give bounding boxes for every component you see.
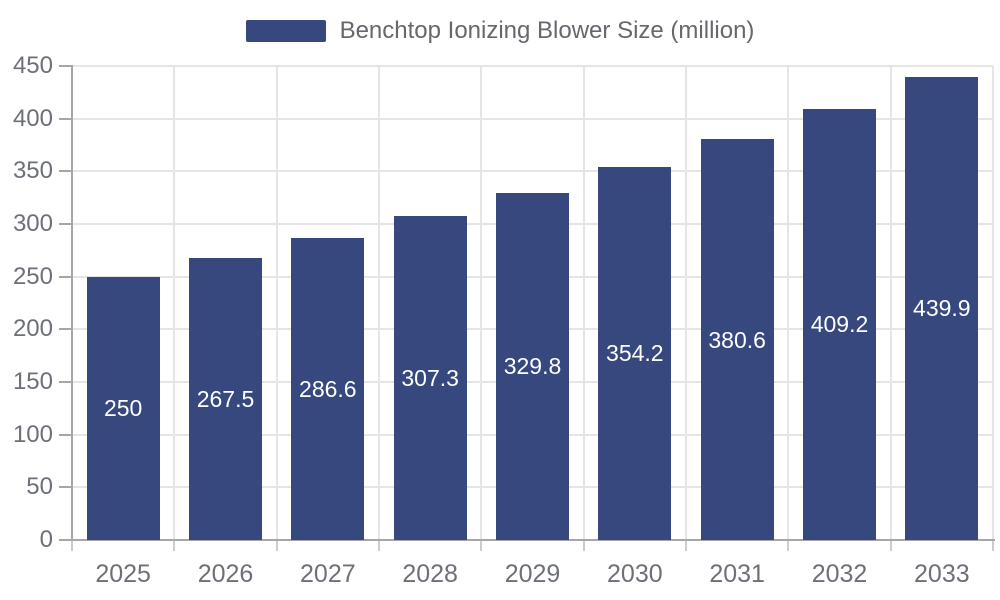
bar-2032[interactable] <box>803 108 876 540</box>
x-axis-tick <box>275 541 278 551</box>
bar-value-label: 329.8 <box>503 353 562 380</box>
bar-value-label: 439.9 <box>913 295 971 322</box>
x-axis-tick <box>889 541 892 551</box>
y-tick-label: 450 <box>12 52 53 79</box>
y-axis-tick <box>59 223 72 225</box>
x-tick-label: 2033 <box>914 560 970 588</box>
bar-2027[interactable] <box>291 238 365 540</box>
y-axis-tick <box>59 275 72 278</box>
y-tick-label: 250 <box>12 262 53 290</box>
gridline-vertical <box>992 66 994 540</box>
x-axis-tick <box>71 541 73 551</box>
y-axis-tick <box>59 117 72 120</box>
gridline-horizontal <box>72 117 993 120</box>
bar-value-label: 286.6 <box>299 376 357 403</box>
x-tick-label: 2026 <box>197 560 254 588</box>
y-axis-tick <box>59 381 72 383</box>
y-axis-tick <box>59 328 72 331</box>
x-axis-line <box>71 539 995 541</box>
x-tick-label: 2030 <box>607 560 663 588</box>
bar-2033[interactable] <box>905 76 979 540</box>
bar-2030[interactable] <box>598 166 672 540</box>
y-tick-label: 300 <box>12 210 53 237</box>
x-axis-tick <box>582 541 585 551</box>
bar-2031[interactable] <box>700 139 774 540</box>
x-axis-tick <box>378 541 380 551</box>
y-tick-label: 200 <box>12 315 53 343</box>
y-tick-label: 350 <box>12 157 53 185</box>
y-axis-tick <box>59 433 72 436</box>
x-axis-tick <box>992 541 994 551</box>
x-tick-label: 2031 <box>709 560 765 588</box>
x-tick-label: 2025 <box>95 560 151 588</box>
bar-2025[interactable] <box>86 276 160 540</box>
x-tick-label: 2027 <box>300 560 356 588</box>
gridline-vertical <box>889 66 892 540</box>
y-axis-tick <box>59 170 72 173</box>
gridline-vertical <box>582 66 585 540</box>
bar-value-label: 409.2 <box>810 311 869 338</box>
bar-value-label: 380.6 <box>708 326 766 353</box>
legend-swatch <box>245 20 326 42</box>
y-tick-label: 100 <box>12 420 53 448</box>
x-axis-tick <box>787 541 790 551</box>
bar-value-label: 267.5 <box>196 386 255 413</box>
x-axis-tick <box>685 541 687 551</box>
bar-value-label: 307.3 <box>401 365 459 392</box>
legend-label: Benchtop Ionizing Blower Size (million) <box>339 17 755 44</box>
gridline-vertical <box>787 66 790 540</box>
y-tick-label: 50 <box>26 473 53 501</box>
gridline-vertical <box>275 66 278 540</box>
y-axis-tick <box>59 539 72 541</box>
y-axis-tick <box>59 65 72 67</box>
gridline-horizontal <box>72 170 993 173</box>
y-tick-label: 0 <box>39 526 53 553</box>
legend[interactable]: Benchtop Ionizing Blower Size (million) <box>0 18 1000 44</box>
x-axis-tick <box>480 541 483 551</box>
bar-2028[interactable] <box>393 216 467 540</box>
bar-value-label: 354.2 <box>606 340 664 367</box>
gridline-vertical <box>378 66 380 540</box>
y-axis-line <box>71 65 73 541</box>
gridline-vertical <box>173 66 176 540</box>
x-tick-label: 2028 <box>402 560 458 588</box>
y-tick-label: 400 <box>12 104 53 132</box>
bar-value-label: 250 <box>103 395 143 422</box>
y-axis-tick <box>59 486 72 489</box>
x-tick-label: 2032 <box>811 560 868 588</box>
x-tick-label: 2029 <box>504 560 561 588</box>
gridline-horizontal <box>72 65 993 67</box>
y-tick-label: 150 <box>12 368 53 395</box>
bar-2029[interactable] <box>496 192 569 540</box>
gridline-vertical <box>480 66 483 540</box>
bar-2026[interactable] <box>189 258 262 540</box>
gridline-vertical <box>685 66 687 540</box>
x-axis-tick <box>173 541 176 551</box>
